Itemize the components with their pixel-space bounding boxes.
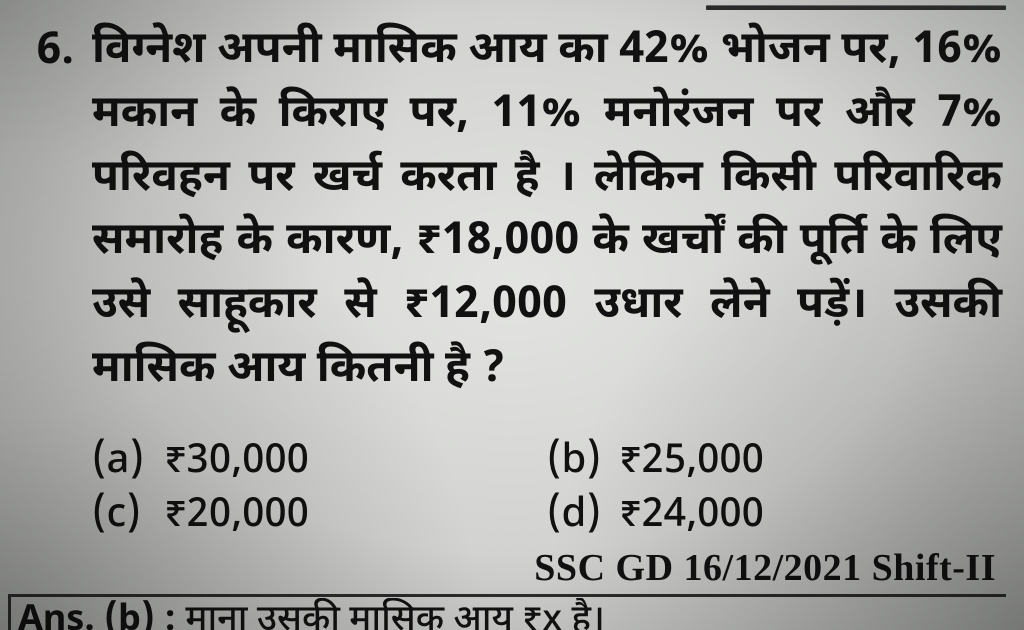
option-a-value: ₹30,000 xyxy=(164,437,308,489)
option-d-label: (d) xyxy=(547,490,609,544)
answer-top-rule xyxy=(10,594,1006,597)
option-c-label: (c) xyxy=(92,490,154,544)
option-d: (d) ₹24,000 xyxy=(547,490,1002,544)
answer-text: माना उसकी मासिक आय ₹x है। xyxy=(185,598,604,630)
options-row-1: (a) ₹30,000 (b) ₹25,000 xyxy=(92,436,1002,490)
source-line: SSC GD 16/12/2021 Shift-II xyxy=(0,546,1002,590)
option-b: (b) ₹25,000 xyxy=(547,436,1002,490)
option-b-label: (b) xyxy=(547,436,609,490)
option-b-value: ₹25,000 xyxy=(619,437,763,489)
answer-prefix: Ans. xyxy=(18,598,95,630)
scanned-page: 6. विग्नेश अपनी मासिक आय का 42% भोजन पर,… xyxy=(0,0,1024,630)
option-c-value: ₹20,000 xyxy=(164,491,308,543)
options-block: (a) ₹30,000 (b) ₹25,000 (c) ₹20,000 (d) … xyxy=(92,436,1002,544)
question-number: 6. xyxy=(0,24,74,81)
option-d-value: ₹24,000 xyxy=(619,491,763,543)
answer-line: Ans. (b) : माना उसकी मासिक आय ₹x है। xyxy=(18,598,1002,630)
top-border-fragment xyxy=(706,6,1006,10)
question-text: विग्नेश अपनी मासिक आय का 42% भोजन पर, 16… xyxy=(92,20,1002,403)
answer-left-rule xyxy=(8,594,11,630)
option-c: (c) ₹20,000 xyxy=(92,490,547,544)
option-a: (a) ₹30,000 xyxy=(92,436,547,490)
options-row-2: (c) ₹20,000 (d) ₹24,000 xyxy=(92,490,1002,544)
answer-key: (b) : xyxy=(104,598,176,630)
option-a-label: (a) xyxy=(92,436,154,490)
